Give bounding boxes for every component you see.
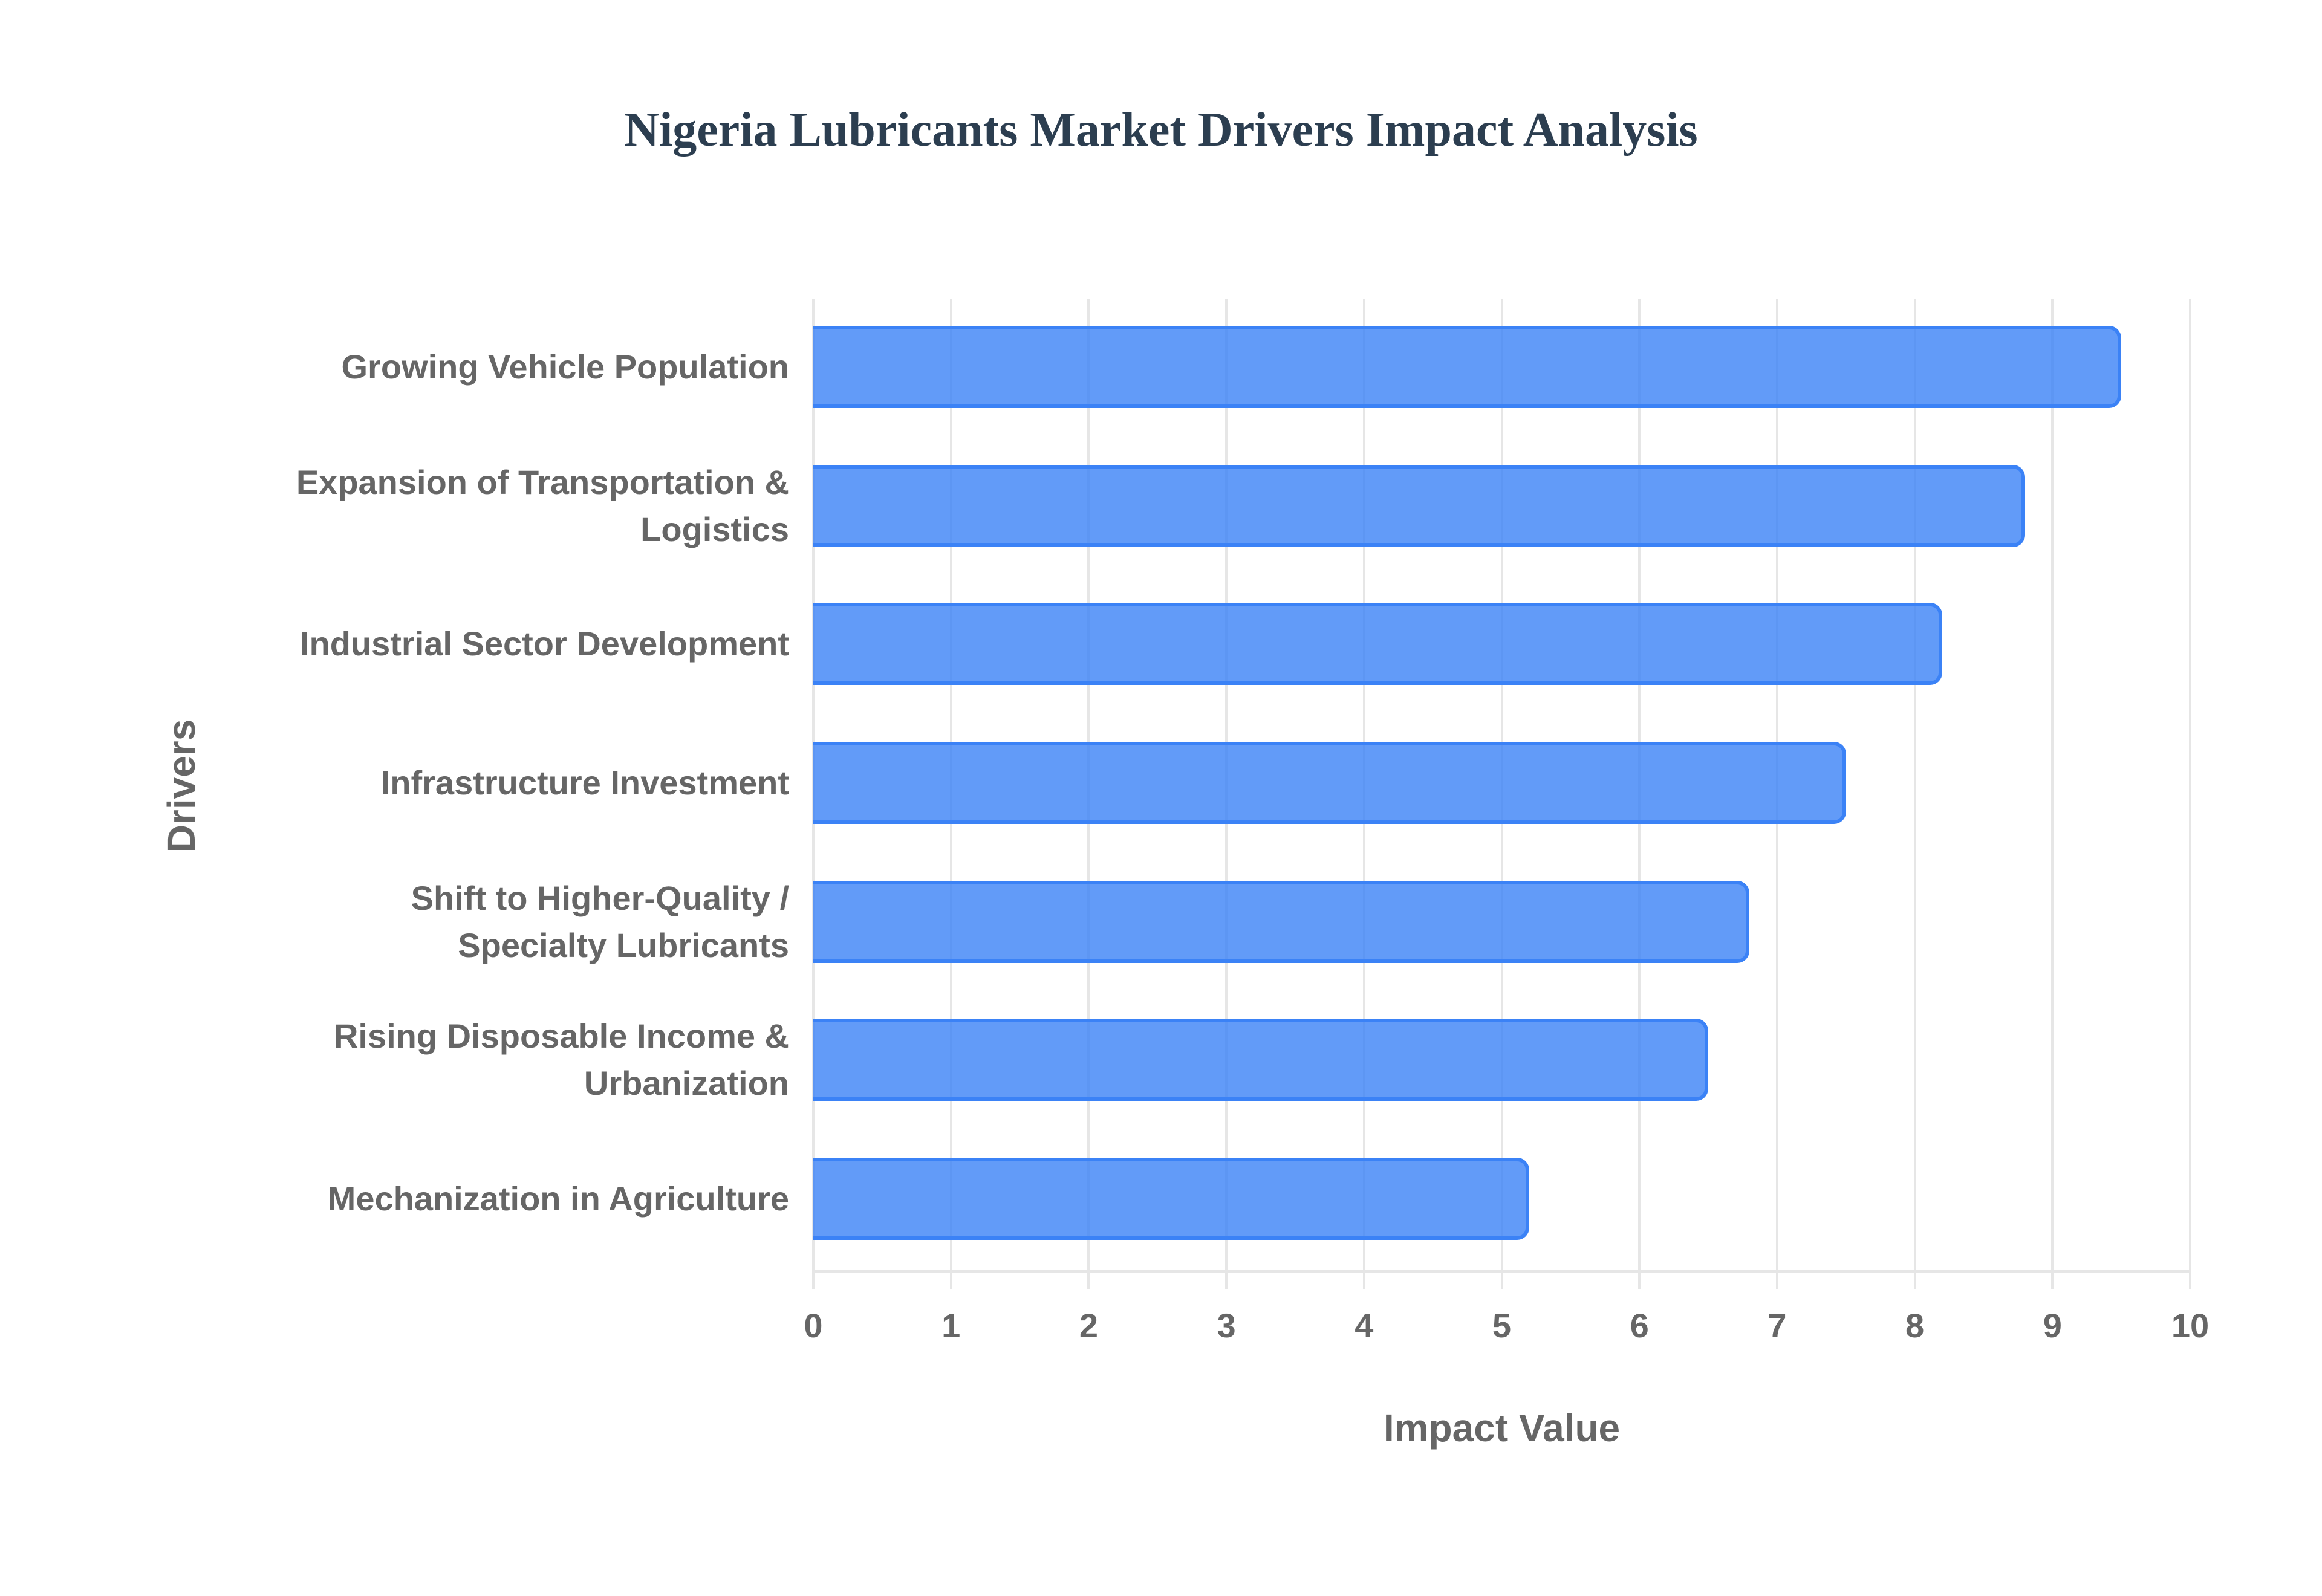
x-tick-label: 3 [1217,1306,1236,1345]
x-tick-label: 1 [941,1306,961,1345]
x-tick-label: 10 [2171,1306,2210,1345]
bar[interactable] [813,603,1943,685]
x-tick-label: 4 [1354,1306,1374,1345]
bar[interactable] [813,1019,1709,1101]
x-tick-label: 8 [1905,1306,1925,1345]
bar[interactable] [813,465,2025,547]
gridline [1913,299,1916,1289]
bar[interactable] [813,1158,1530,1240]
y-tick-label: Rising Disposable Income & Urbanization [333,1017,789,1102]
y-tick-label: Shift to Higher-Quality / Specialty Lubr… [411,879,789,964]
y-tick-label: Infrastructure Investment [380,764,789,802]
x-tick-label: 7 [1768,1306,1787,1345]
x-tick-label: 6 [1630,1306,1649,1345]
x-tick-label: 9 [2043,1306,2062,1345]
y-axis-title: Drivers [160,719,203,853]
bar[interactable] [813,326,2122,408]
x-tick-label: 2 [1079,1306,1098,1345]
bar[interactable] [813,742,1846,824]
y-tick-label: Expansion of Transportation & Logistics [296,463,789,548]
x-axis-title: Impact Value [1383,1406,1621,1450]
x-tick-label: 5 [1492,1306,1512,1345]
gridline [2189,299,2191,1289]
gridline [2051,299,2054,1289]
y-tick-label: Mechanization in Agriculture [327,1179,789,1218]
x-tick-label: 0 [804,1306,823,1345]
bar[interactable] [813,881,1750,963]
plot-area [812,299,2191,1289]
chart-title: Nigeria Lubricants Market Drivers Impact… [624,103,1698,157]
y-tick-label: Industrial Sector Development [299,624,789,663]
y-tick-label: Growing Vehicle Population [341,348,789,386]
